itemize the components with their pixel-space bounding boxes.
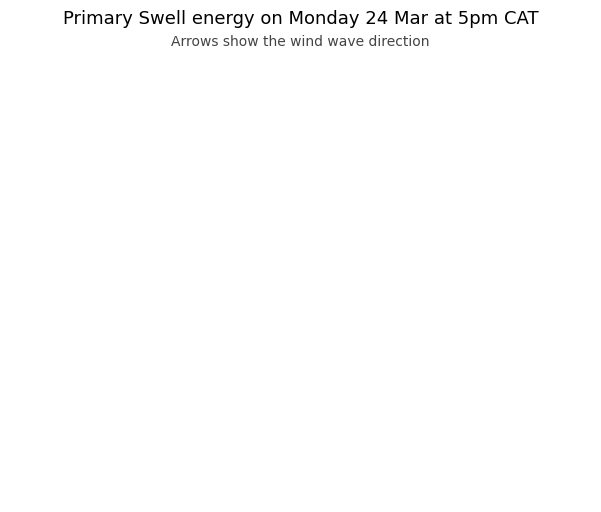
Text: Primary Swell energy on Monday 24 Mar at 5pm CAT: Primary Swell energy on Monday 24 Mar at…: [63, 10, 538, 28]
Text: Arrows show the wind wave direction: Arrows show the wind wave direction: [171, 35, 430, 49]
